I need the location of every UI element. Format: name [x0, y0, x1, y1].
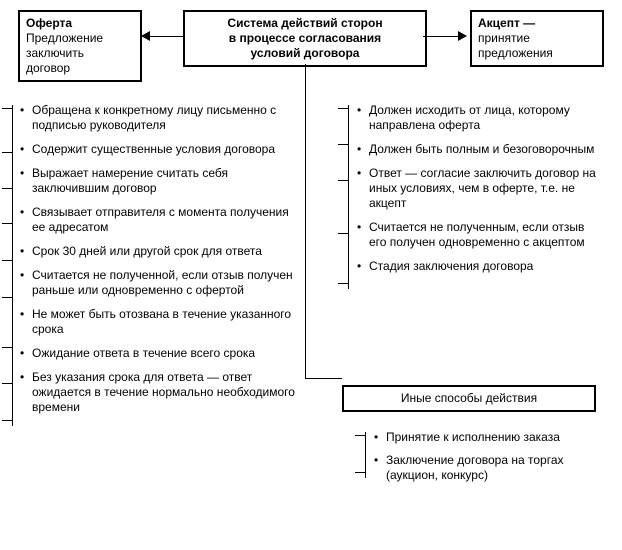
akcept-vline: [348, 105, 349, 289]
oferta-vline: [12, 105, 13, 426]
akcept-sub1: принятие: [478, 31, 596, 46]
bullet-item: Обращена к конкретному лицу письменно с …: [18, 103, 298, 142]
bullet-item: Ожидание ответа в течение всего срока: [18, 346, 298, 370]
bullet-tick: [2, 188, 12, 189]
arrow-line-left: [150, 36, 183, 37]
akcept-title: Акцепт —: [478, 16, 596, 31]
oferta-sub3: договор: [26, 61, 134, 76]
bullet-tick: [338, 108, 348, 109]
bullet-tick: [338, 233, 348, 234]
bullet-item: Должен быть полным и безоговорочным: [355, 142, 605, 166]
bullet-item: Связывает отправителя с момента получени…: [18, 205, 298, 244]
bullet-tick: [2, 108, 12, 109]
center-title-line2: в процессе согласования: [191, 31, 419, 46]
other-ways-text: Иные способы действия: [401, 391, 537, 405]
oferta-box: Оферта Предложение заключить договор: [18, 10, 142, 82]
bullet-item: Считается не полученным, если отзыв его …: [355, 220, 605, 259]
bullet-tick: [338, 283, 348, 284]
bullet-item: Без указания срока для ответа — ответ ож…: [18, 370, 298, 424]
bullet-item: Принятие к исполнению заказа: [372, 430, 602, 453]
oferta-sub2: заключить: [26, 46, 134, 61]
oferta-title: Оферта: [26, 16, 134, 31]
oferta-bullets: Обращена к конкретному лицу письменно с …: [18, 103, 298, 424]
akcept-sub2: предложения: [478, 46, 596, 61]
bullet-tick: [355, 472, 365, 473]
other-ways-box: Иные способы действия: [342, 385, 596, 412]
arrow-line-right: [423, 36, 458, 37]
center-title-line1: Система действий сторон: [191, 16, 419, 31]
bullet-tick: [355, 435, 365, 436]
akcept-box: Акцепт — принятие предложения: [470, 10, 604, 67]
bullet-tick: [2, 297, 12, 298]
bullet-tick: [338, 144, 348, 145]
bullet-item: Не может быть отозвана в течение указанн…: [18, 307, 298, 346]
center-title-line3: условий договора: [191, 46, 419, 61]
center-drop-hline: [305, 378, 342, 379]
other-bullets: Принятие к исполнению заказаЗаключение д…: [372, 430, 602, 491]
bullet-item: Должен исходить от лица, которому направ…: [355, 103, 605, 142]
bullet-item: Заключение договора на торгах (аукцион, …: [372, 453, 602, 491]
bullet-item: Содержит существенные условия договора: [18, 142, 298, 166]
oferta-sub1: Предложение: [26, 31, 134, 46]
center-drop-line: [305, 64, 306, 378]
bullet-item: Срок 30 дней или другой срок для ответа: [18, 244, 298, 268]
bullet-item: Считается не полученной, если отзыв полу…: [18, 268, 298, 307]
arrow-head-left: [141, 31, 150, 41]
bullet-tick: [2, 152, 12, 153]
bullet-tick: [2, 260, 12, 261]
bullet-tick: [2, 383, 12, 384]
bullet-item: Стадия заключения договора: [355, 259, 605, 283]
arrow-head-right: [458, 31, 467, 41]
bullet-item: Выражает намерение считать себя заключив…: [18, 166, 298, 205]
bullet-tick: [2, 420, 12, 421]
bullet-tick: [2, 223, 12, 224]
akcept-bullets: Должен исходить от лица, которому направ…: [355, 103, 605, 283]
bullet-item: Ответ — согласие заключить договор на ин…: [355, 166, 605, 220]
bullet-tick: [338, 180, 348, 181]
center-title-box: Система действий сторон в процессе согла…: [183, 10, 427, 67]
bullet-tick: [2, 347, 12, 348]
other-vline: [365, 432, 366, 478]
